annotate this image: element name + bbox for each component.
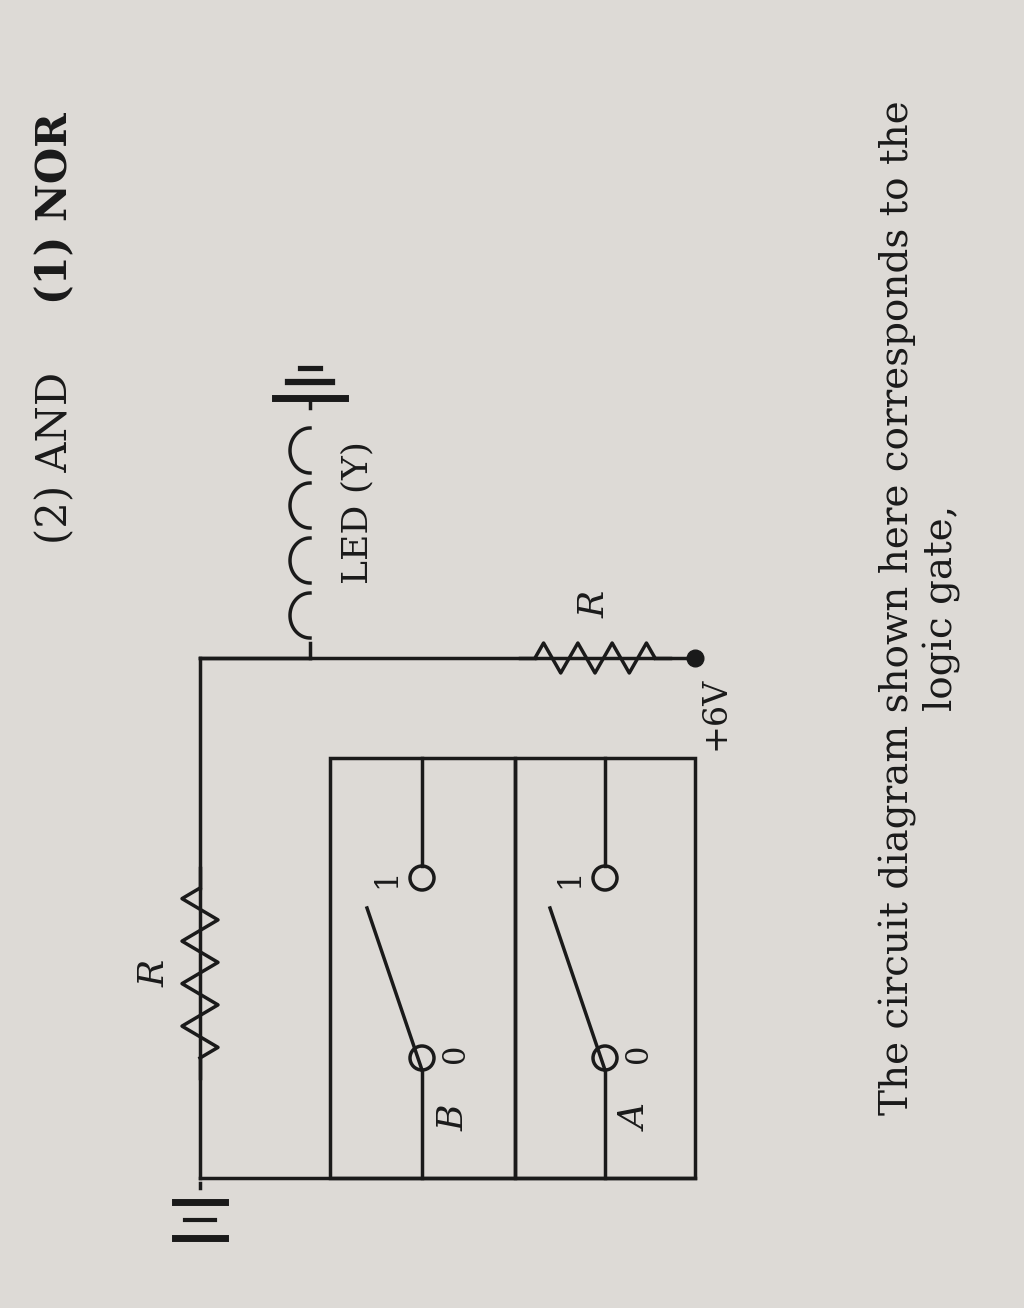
Text: +6V: +6V [700, 676, 732, 749]
Bar [515, 759, 695, 1179]
Text: R: R [578, 591, 612, 617]
Text: R: R [138, 959, 172, 986]
Text: LED (Y): LED (Y) [340, 442, 374, 585]
Text: 0: 0 [623, 1044, 654, 1062]
Text: B: B [437, 1105, 471, 1131]
Text: The circuit diagram shown here corresponds to the
logic gate,: The circuit diagram shown here correspon… [879, 101, 961, 1116]
Bar [330, 759, 515, 1179]
Text: 0: 0 [440, 1044, 471, 1062]
Text: (2) AND: (2) AND [34, 371, 76, 544]
Text: (1) NOR: (1) NOR [34, 112, 76, 303]
Text: 1: 1 [555, 869, 586, 888]
Text: A: A [620, 1105, 654, 1131]
Text: 1: 1 [372, 869, 402, 888]
